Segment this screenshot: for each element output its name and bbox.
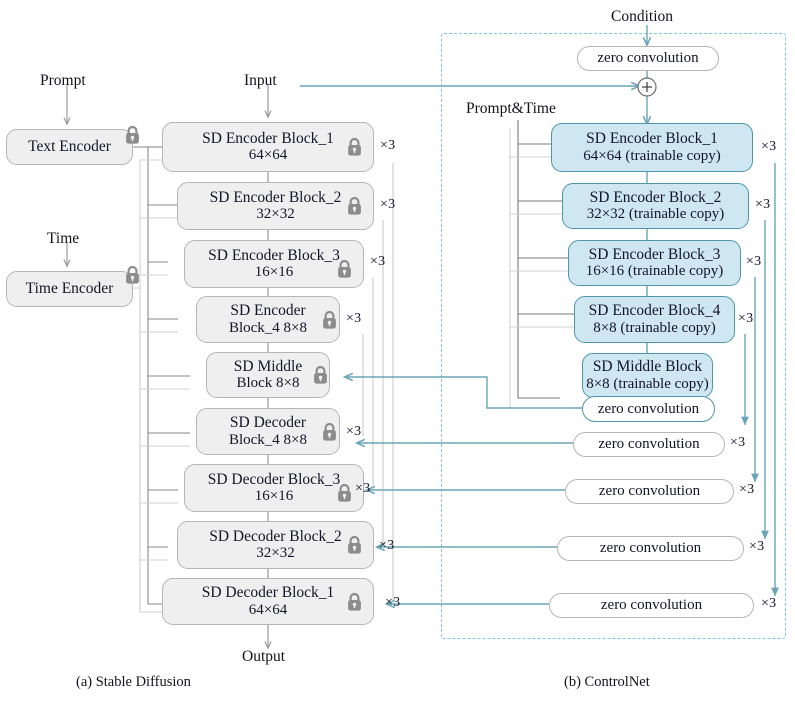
repeat-count: ×3 — [749, 539, 765, 554]
zero-conv-label: zero convolution — [598, 483, 701, 499]
repeat-count: ×3 — [346, 424, 362, 439]
sd-middle-block[interactable]: SD Middle Block 8×8 — [206, 352, 330, 398]
zero-convolution-top[interactable]: zero convolution — [577, 46, 719, 71]
sd-decoder-block-4[interactable]: SD Decoder Block_4 8×8 — [196, 408, 340, 455]
caption-stable-diffusion: (a) Stable Diffusion — [76, 674, 191, 690]
repeat-count: ×3 — [730, 435, 746, 450]
block-resolution: 16×16 — [254, 488, 294, 505]
repeat-count: ×3 — [746, 254, 762, 269]
controlnet-dashed-container — [441, 33, 786, 639]
text-encoder-block[interactable]: Text Encoder — [6, 129, 133, 165]
block-title: SD Encoder Block_2 — [589, 188, 722, 206]
zero-conv-label: zero convolution — [600, 597, 703, 613]
sd-decoder-block-3[interactable]: SD Decoder Block_3 16×16 — [184, 464, 364, 512]
repeat-count: ×3 — [739, 482, 755, 497]
zero-convolution-1[interactable]: zero convolution — [573, 432, 725, 457]
controlnet-encoder-block-1[interactable]: SD Encoder Block_1 64×64 (trainable copy… — [551, 123, 753, 172]
block-title: SD Encoder Block_1 — [586, 130, 718, 148]
repeat-count: ×3 — [346, 311, 362, 326]
block-resolution: Block_4 8×8 — [228, 431, 308, 448]
sd-encoder-block-2[interactable]: SD Encoder Block_2 32×32 — [177, 182, 374, 230]
lock-icon — [338, 483, 351, 502]
block-title: SD Middle Block — [592, 358, 703, 376]
zero-conv-label: zero convolution — [597, 400, 700, 417]
repeat-count: ×3 — [379, 538, 395, 553]
controlnet-encoder-block-2[interactable]: SD Encoder Block_2 32×32 (trainable copy… — [562, 183, 749, 229]
label-output: Output — [242, 648, 286, 665]
block-title: SD Decoder Block_1 — [201, 584, 335, 602]
label-prompt: Prompt — [40, 72, 86, 89]
repeat-count: ×3 — [380, 138, 396, 153]
caption-controlnet: (b) ControlNet — [564, 674, 650, 690]
lock-icon — [348, 137, 361, 156]
block-title: SD Encoder Block_1 — [202, 129, 334, 147]
sd-decoder-block-2[interactable]: SD Decoder Block_2 32×32 — [177, 521, 374, 569]
time-encoder-label: Time Encoder — [25, 280, 114, 298]
lock-icon — [323, 422, 336, 441]
block-title: SD Encoder Block_4 — [588, 302, 721, 320]
block-title: SD Decoder Block_2 — [209, 527, 342, 545]
zero-convolution-3[interactable]: zero convolution — [557, 536, 744, 561]
block-title: SD Encoder Block_3 — [208, 246, 340, 264]
repeat-count: ×3 — [380, 197, 396, 212]
repeat-count: ×3 — [385, 595, 401, 610]
lock-icon — [314, 365, 327, 384]
zero-convolution-4[interactable]: zero convolution — [549, 593, 754, 618]
block-resolution: Block 8×8 — [236, 375, 300, 392]
repeat-count: ×3 — [738, 311, 754, 326]
controlnet-encoder-block-4[interactable]: SD Encoder Block_4 8×8 (trainable copy) — [574, 296, 735, 343]
block-title: SD Decoder — [229, 414, 307, 432]
block-title: SD Decoder Block_3 — [207, 470, 341, 488]
sd-encoder-block-4[interactable]: SD Encoder Block_4 8×8 — [196, 296, 340, 343]
sd-decoder-block-1[interactable]: SD Decoder Block_1 64×64 — [162, 578, 374, 625]
block-title: SD Encoder Block_2 — [209, 188, 342, 206]
lock-icon — [348, 592, 361, 611]
text-encoder-label: Text Encoder — [28, 138, 111, 156]
lock-icon — [338, 259, 351, 278]
block-resolution: 16×16 — [254, 264, 294, 281]
block-resolution: 64×64 — [248, 147, 288, 164]
block-title: SD Encoder — [230, 302, 306, 320]
repeat-count: ×3 — [761, 139, 777, 154]
block-resolution: Block_4 8×8 — [228, 319, 308, 336]
zero-conv-label: zero convolution — [599, 540, 702, 556]
zero-convolution-middle[interactable]: zero convolution — [582, 396, 715, 422]
sd-encoder-block-1[interactable]: SD Encoder Block_1 64×64 — [162, 122, 374, 172]
block-resolution: 64×64 (trainable copy) — [583, 147, 721, 164]
block-resolution: 32×32 (trainable copy) — [586, 206, 725, 223]
repeat-count: ×3 — [355, 481, 371, 496]
block-resolution: 16×16 (trainable copy) — [585, 263, 724, 280]
lock-icon — [126, 125, 139, 144]
repeat-count: ×3 — [761, 596, 777, 611]
block-resolution: 32×32 — [256, 206, 295, 223]
block-resolution: 64×64 — [248, 601, 288, 618]
zero-conv-label: zero convolution — [598, 436, 700, 452]
controlnet-middle-block[interactable]: SD Middle Block 8×8 (trainable copy) — [582, 353, 713, 398]
lock-icon — [323, 310, 336, 329]
label-condition: Condition — [611, 8, 674, 25]
zero-conv-label: zero convolution — [597, 50, 699, 66]
repeat-count: ×3 — [755, 197, 771, 212]
repeat-count: ×3 — [370, 254, 386, 269]
label-time: Time — [47, 230, 80, 247]
block-resolution: 8×8 (trainable copy) — [593, 319, 716, 336]
block-title: SD Middle — [233, 357, 303, 375]
lock-icon — [348, 535, 361, 554]
sd-encoder-block-3[interactable]: SD Encoder Block_3 16×16 — [184, 240, 364, 288]
label-input: Input — [244, 72, 277, 89]
time-encoder-block[interactable]: Time Encoder — [6, 271, 133, 307]
controlnet-encoder-block-3[interactable]: SD Encoder Block_3 16×16 (trainable copy… — [568, 240, 741, 286]
block-resolution: 8×8 (trainable copy) — [586, 375, 709, 392]
lock-icon — [348, 196, 361, 215]
label-prompt-time: Prompt&Time — [466, 100, 556, 117]
block-resolution: 32×32 — [256, 545, 295, 562]
lock-icon — [126, 265, 139, 284]
block-title: SD Encoder Block_3 — [588, 245, 721, 263]
zero-convolution-2[interactable]: zero convolution — [565, 479, 734, 504]
